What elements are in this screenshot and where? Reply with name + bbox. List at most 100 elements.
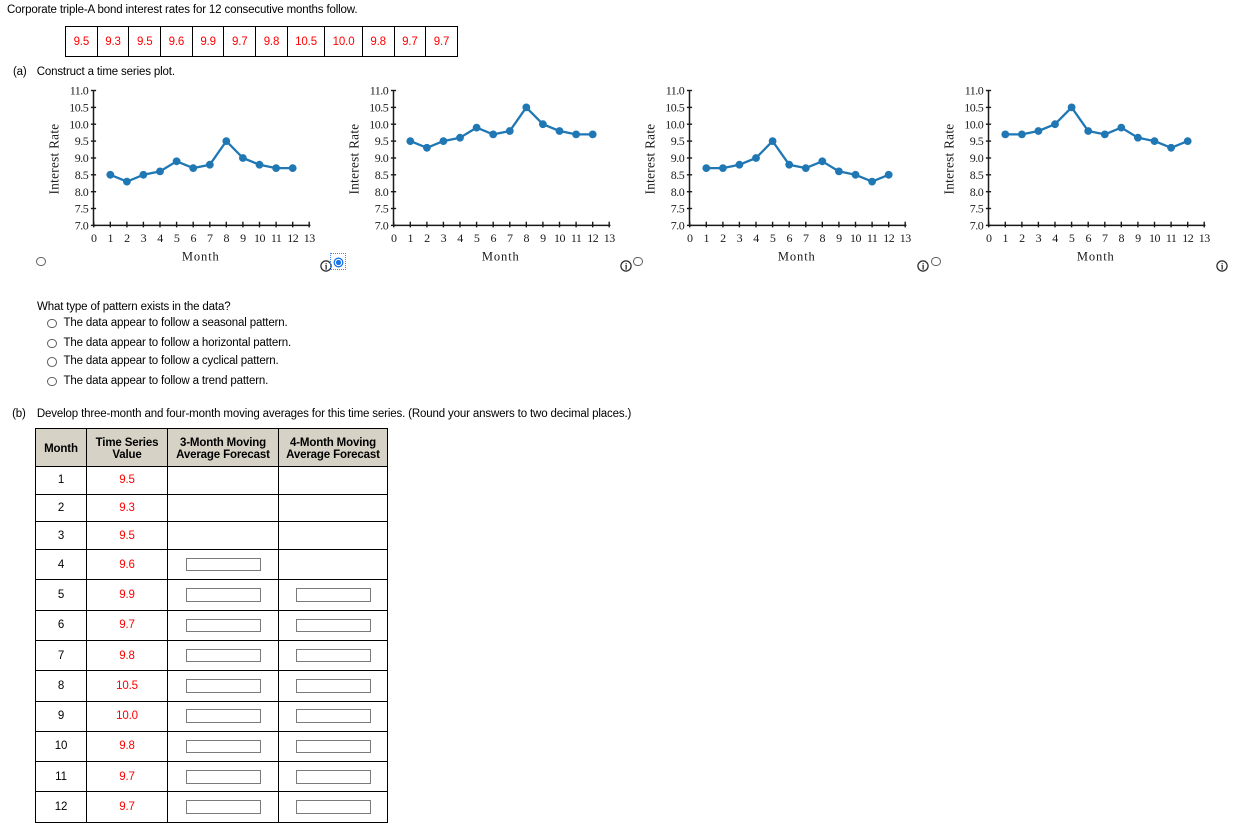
svg-text:i: i [1221,261,1224,271]
svg-text:4: 4 [157,231,163,245]
svg-text:9.0: 9.0 [671,151,685,165]
svg-text:8.0: 8.0 [970,185,984,199]
svg-text:6: 6 [786,231,792,245]
svg-text:13: 13 [304,231,316,245]
svg-text:10.0: 10.0 [369,117,389,131]
svg-text:8.0: 8.0 [75,185,89,199]
svg-text:8: 8 [1119,231,1125,245]
svg-text:9.0: 9.0 [970,151,984,165]
svg-text:8.0: 8.0 [671,185,685,199]
svg-text:10.0: 10.0 [964,117,984,131]
svg-text:1: 1 [408,231,414,245]
svg-text:2: 2 [424,231,430,245]
svg-text:9: 9 [540,231,546,245]
svg-text:8: 8 [524,231,530,245]
svg-text:7.5: 7.5 [375,202,389,216]
svg-text:6: 6 [190,231,196,245]
svg-text:12: 12 [883,231,895,245]
svg-text:5: 5 [1069,231,1075,245]
svg-text:1: 1 [1003,231,1009,245]
svg-text:3: 3 [141,231,147,245]
svg-text:7: 7 [803,231,809,245]
svg-text:0: 0 [91,231,97,245]
svg-text:12: 12 [287,231,299,245]
svg-text:7.5: 7.5 [75,202,89,216]
svg-text:i: i [922,261,925,271]
svg-text:10.5: 10.5 [665,101,685,115]
svg-text:9.5: 9.5 [970,134,984,148]
svg-text:Month: Month [182,250,220,264]
svg-text:Interest Rate: Interest Rate [347,124,362,195]
svg-text:13: 13 [900,231,912,245]
svg-text:5: 5 [174,231,180,245]
svg-text:10.5: 10.5 [369,101,389,115]
svg-text:10: 10 [554,231,566,245]
svg-text:8.5: 8.5 [671,168,685,182]
svg-text:9.0: 9.0 [375,151,389,165]
svg-text:13: 13 [1199,231,1211,245]
svg-text:10.0: 10.0 [69,117,89,131]
svg-text:8: 8 [820,231,826,245]
svg-text:11.0: 11.0 [70,85,89,98]
svg-text:Interest Rate: Interest Rate [643,124,658,195]
svg-text:6: 6 [490,231,496,245]
svg-text:1: 1 [108,231,114,245]
svg-text:10.5: 10.5 [69,101,89,115]
svg-text:4: 4 [753,231,759,245]
svg-text:7: 7 [507,231,513,245]
svg-text:0: 0 [986,231,992,245]
svg-text:7.0: 7.0 [970,219,984,233]
svg-text:5: 5 [770,231,776,245]
svg-text:7.5: 7.5 [970,202,984,216]
svg-text:10: 10 [850,231,862,245]
svg-text:11: 11 [867,231,878,245]
svg-text:10.5: 10.5 [964,101,984,115]
svg-text:4: 4 [1052,231,1058,245]
svg-text:10.0: 10.0 [665,117,685,131]
svg-text:11: 11 [571,231,582,245]
svg-text:8.5: 8.5 [75,168,89,182]
svg-text:9: 9 [836,231,842,245]
svg-text:11: 11 [1166,231,1177,245]
svg-text:8: 8 [224,231,230,245]
svg-text:12: 12 [587,231,599,245]
svg-text:2: 2 [124,231,130,245]
svg-text:9.5: 9.5 [671,134,685,148]
svg-text:0: 0 [687,231,693,245]
svg-text:11.0: 11.0 [965,85,984,98]
svg-text:8.5: 8.5 [970,168,984,182]
svg-text:Interest Rate: Interest Rate [942,124,957,195]
svg-text:7: 7 [1102,231,1108,245]
svg-text:9: 9 [240,231,246,245]
svg-text:7.0: 7.0 [75,219,89,233]
svg-text:9.0: 9.0 [75,151,89,165]
svg-text:Month: Month [482,250,520,264]
svg-text:7.0: 7.0 [671,219,685,233]
svg-text:1: 1 [704,231,710,245]
svg-text:2: 2 [720,231,726,245]
svg-text:i: i [625,261,628,271]
svg-text:6: 6 [1085,231,1091,245]
svg-text:9.5: 9.5 [375,134,389,148]
svg-text:11.0: 11.0 [666,85,685,98]
svg-text:9.5: 9.5 [75,134,89,148]
svg-text:7.5: 7.5 [671,202,685,216]
svg-text:12: 12 [1182,231,1194,245]
svg-text:7.0: 7.0 [375,219,389,233]
svg-text:3: 3 [1036,231,1042,245]
svg-text:10: 10 [254,231,266,245]
svg-text:5: 5 [474,231,480,245]
svg-text:4: 4 [457,231,463,245]
svg-text:Month: Month [778,250,816,264]
svg-text:10: 10 [1149,231,1161,245]
svg-text:2: 2 [1019,231,1025,245]
svg-text:7: 7 [207,231,213,245]
svg-text:11.0: 11.0 [370,85,389,98]
svg-text:Month: Month [1077,250,1115,264]
svg-text:8.0: 8.0 [375,185,389,199]
svg-text:3: 3 [737,231,743,245]
svg-text:Interest Rate: Interest Rate [47,124,62,195]
svg-text:9: 9 [1135,231,1141,245]
svg-text:11: 11 [271,231,282,245]
svg-text:13: 13 [604,231,616,245]
